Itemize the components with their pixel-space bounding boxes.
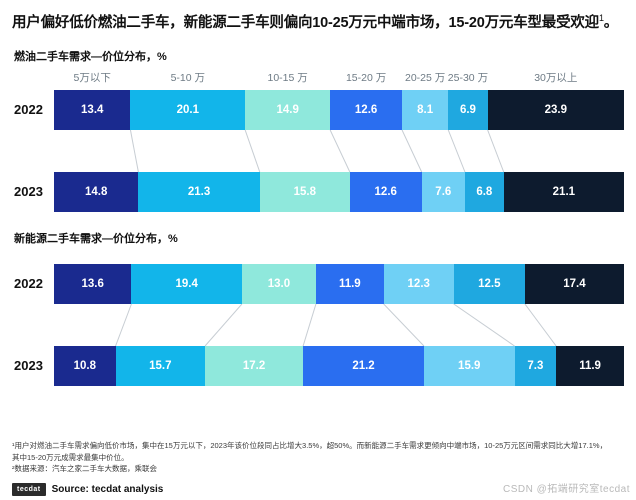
- chart-fuel-connector-line-5: [487, 129, 505, 172]
- chart-fuel-bar-2023-segment-5: 6.8: [464, 171, 504, 212]
- chart-nev-connector-svg: [115, 303, 557, 346]
- chart-fuel-category-label-0: 5万以下: [73, 71, 111, 84]
- chart-fuel-title: 燃油二手车需求—价位分布，%: [14, 50, 167, 63]
- chart-nev-bar-2023-segment-4: 15.9: [423, 345, 515, 386]
- chart-fuel-category-label-3: 15-20 万: [345, 71, 387, 84]
- chart-nev-bar-2022-segment-0: 13.6: [54, 263, 132, 304]
- chart-nev-connector-line-5: [524, 303, 557, 346]
- chart-fuel-bar-2022-segment-4: 8.1: [402, 89, 449, 130]
- chart-fuel-row-2023: 2023 14.8 21.3 15.8 12.6 7.6 6.8 21.1: [12, 171, 624, 212]
- chart-fuel-bar-2022: 13.4 20.1 14.9 12.6 8.1 6.9 23.9: [54, 89, 624, 130]
- chart-fuel-row-2023-label: 2023: [14, 184, 43, 200]
- chart-fuel-row-2022: 2022 13.4 20.1 14.9 12.6 8.1 6.9 23.9: [12, 89, 624, 130]
- chart-nev-bar-2022-segment-2: 13.0: [241, 263, 316, 304]
- chart-nev-row-2023: 2023 10.8 15.7 17.2 21.2 15.9 7.3 11.9: [12, 345, 624, 386]
- chart-nev-row-2022: 2022 13.6 19.4 13.0 11.9 12.3 12.5 17.4: [12, 263, 624, 304]
- chart-fuel-category-label-1: 5-10 万: [170, 71, 206, 84]
- footnote-1: ¹用户对燃油二手车需求偏向低价市场，集中在15万元以下，2023年该价位段同占比…: [12, 441, 608, 462]
- headline-text: 用户偏好低价燃油二手车，新能源二手车则偏向10-25万元中端市场，15-20万元…: [12, 14, 599, 31]
- chart-fuel-connector-line-3: [401, 129, 423, 172]
- chart-nev-connector-line-1: [204, 303, 243, 346]
- chart-fuel-bar-2023-segment-6: 21.1: [503, 171, 624, 212]
- chart-nev-connector-line-0: [115, 303, 132, 346]
- chart-fuel: 燃油二手车需求—价位分布，% 5万以下 5-10 万 10-15 万 15-20 万 2…: [12, 48, 624, 212]
- chart-fuel-connector-line-4: [447, 129, 466, 172]
- chart-fuel-connector-line-1: [244, 129, 261, 172]
- chart-fuel-bar-2022-segment-1: 20.1: [130, 89, 246, 130]
- chart-fuel-bar-2023-segment-1: 21.3: [138, 171, 260, 212]
- chart-nev-bar-2022-segment-6: 17.4: [524, 263, 624, 304]
- chart-fuel-connector-line-2: [329, 129, 351, 172]
- chart-fuel-bar-2023-segment-2: 15.8: [259, 171, 350, 212]
- chart-nev-bar-2023-segment-3: 21.2: [303, 345, 424, 386]
- chart-fuel-bar-2022-segment-3: 12.6: [330, 89, 403, 130]
- chart-nev-connector-line-3: [383, 303, 425, 346]
- chart-fuel-category-labels: 5万以下 5-10 万 10-15 万 15-20 万 20-25 万 25-30 万 30…: [54, 70, 624, 86]
- page-headline: 用户偏好低价燃油二手车，新能源二手车则偏向10-25万元中端市场，15-20万元…: [12, 13, 619, 31]
- headline-footnote-marker: 1: [598, 13, 604, 23]
- source-bar: tecdat Source: tecdat analysis: [12, 483, 163, 496]
- chart-nev-bar-2022-segment-3: 11.9: [315, 263, 384, 304]
- chart-fuel-category-label-6: 30万以上: [534, 71, 578, 84]
- chart-fuel-bar-2022-segment-0: 13.4: [54, 89, 131, 130]
- chart-nev-connector-line-2: [302, 303, 317, 346]
- chart-fuel-category-label-2: 10-15 万: [267, 71, 308, 84]
- chart-fuel-bar-2023-segment-0: 14.8: [54, 171, 139, 212]
- chart-fuel-bar-2022-segment-2: 14.9: [245, 89, 331, 130]
- watermark: CSDN @拓端研究室tecdat: [502, 484, 630, 495]
- chart-nev-bar-2023-segment-5: 7.3: [514, 345, 557, 386]
- chart-fuel-row-2022-label: 2022: [14, 102, 43, 118]
- chart-nev-bar-2023: 10.8 15.7 17.2 21.2 15.9 7.3 11.9: [54, 345, 624, 386]
- chart-fuel-bar-2022-segment-5: 6.9: [448, 89, 488, 130]
- chart-fuel-bar-2023-segment-3: 12.6: [349, 171, 422, 212]
- chart-nev-spacer: [12, 252, 624, 264]
- chart-fuel-bar-2023: 14.8 21.3 15.8 12.6 7.6 6.8 21.1: [54, 171, 624, 212]
- chart-nev-row-2023-label: 2023: [14, 358, 43, 374]
- chart-fuel-connector-line-0: [129, 129, 139, 172]
- chart-fuel-bar-2022-segment-6: 23.9: [487, 89, 624, 130]
- chart-nev: 新能源二手车需求—价位分布，% 2022 13.6 19.4 13.0 11.9 12.…: [12, 230, 624, 386]
- chart-fuel-category-label-5: 25-30 万: [447, 71, 489, 84]
- chart-nev-bar-2023-segment-6: 11.9: [556, 345, 624, 386]
- chart-nev-connector-line-4: [453, 303, 515, 346]
- chart-nev-connectors: [54, 303, 624, 346]
- chart-nev-title: 新能源二手车需求—价位分布，%: [14, 232, 178, 245]
- chart-nev-bar-2022-segment-5: 12.5: [453, 263, 525, 304]
- tecdat-logo: tecdat: [12, 483, 46, 496]
- chart-fuel-connectors: [54, 129, 624, 172]
- chart-fuel-category-label-4: 20-25 万: [405, 71, 446, 84]
- chart-fuel-bar-2023-segment-4: 7.6: [421, 171, 465, 212]
- chart-nev-bar-2023-segment-2: 17.2: [205, 345, 304, 386]
- footnote-2: ²数据来源：汽车之家二手车大数据，乘联会: [12, 463, 157, 473]
- chart-nev-bar-2023-segment-1: 15.7: [115, 345, 206, 386]
- footnotes: ¹用户对燃油二手车需求偏向低价市场，集中在15万元以下，2023年该价位段同占比…: [12, 440, 612, 474]
- chart-nev-bar-2022-segment-1: 19.4: [131, 263, 242, 304]
- chart-fuel-connector-svg: [129, 129, 505, 172]
- chart-nev-row-2022-label: 2022: [14, 276, 43, 292]
- chart-nev-bar-2022-segment-4: 12.3: [383, 263, 454, 304]
- chart-nev-bar-2022: 13.6 19.4 13.0 11.9 12.3 12.5 17.4: [54, 263, 624, 304]
- chart-nev-bar-2023-segment-0: 10.8: [54, 345, 116, 386]
- source-label: Source: tecdat analysis: [51, 484, 164, 495]
